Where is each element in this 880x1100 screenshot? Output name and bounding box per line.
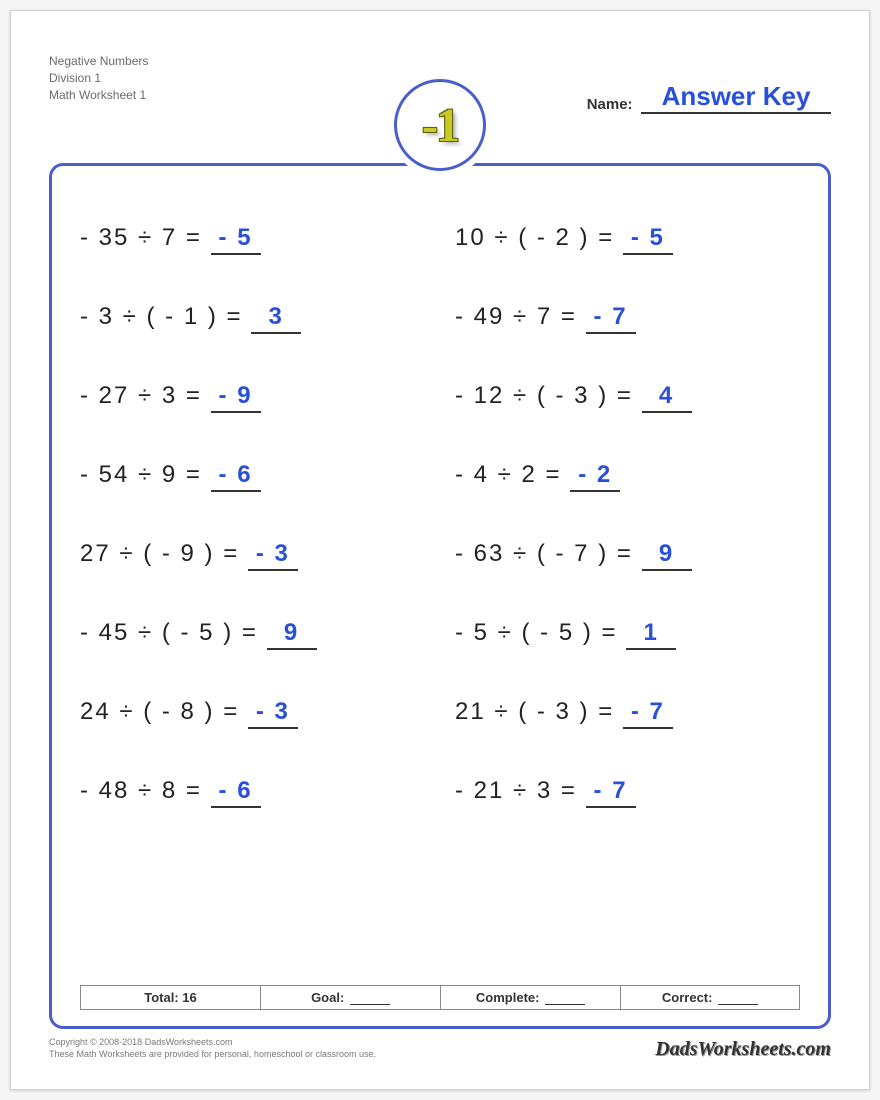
header-line3: Math Worksheet 1 [49,87,148,104]
problems-grid: - 35 ÷ 7 = - 510 ÷ ( - 2 ) = - 5- 3 ÷ ( … [80,224,800,808]
problem-expr: 21 ÷ ( - 3 ) = [455,698,623,725]
problem-answer: 9 [267,619,317,650]
problem-expr: - 35 ÷ 7 = [80,224,211,251]
complete-label: Complete: [476,990,540,1005]
problem-expr: - 3 ÷ ( - 1 ) = [80,303,251,330]
total-label: Total: [144,990,178,1005]
problem-row: - 27 ÷ 3 = - 9 [80,382,425,413]
problem-answer: - 7 [586,777,636,808]
problem-row: - 45 ÷ ( - 5 ) = 9 [80,619,425,650]
problem-row: - 5 ÷ ( - 5 ) = 1 [455,619,800,650]
problem-expr: - 63 ÷ ( - 7 ) = [455,540,642,567]
logo-ring: -1 [394,79,486,171]
problem-row: - 54 ÷ 9 = - 6 [80,461,425,492]
totals-total: Total: 16 [80,986,260,1009]
problem-row: 10 ÷ ( - 2 ) = - 5 [455,224,800,255]
problem-row: - 63 ÷ ( - 7 ) = 9 [455,540,800,571]
header-left: Negative Numbers Division 1 Math Workshe… [49,53,148,103]
problem-expr: 24 ÷ ( - 8 ) = [80,698,248,725]
problem-row: - 49 ÷ 7 = - 7 [455,303,800,334]
problem-row: 24 ÷ ( - 8 ) = - 3 [80,698,425,729]
problem-answer: - 6 [211,777,261,808]
problem-expr: - 21 ÷ 3 = [455,777,586,804]
problem-answer: - 3 [248,698,298,729]
problem-expr: - 12 ÷ ( - 3 ) = [455,382,642,409]
problem-answer: - 7 [586,303,636,334]
goal-label: Goal: [311,990,344,1005]
problem-answer: - 6 [211,461,261,492]
problems-frame: - 35 ÷ 7 = - 510 ÷ ( - 2 ) = - 5- 3 ÷ ( … [49,163,831,1029]
name-line: Answer Key [641,81,831,114]
name-value: Answer Key [662,81,811,111]
problem-answer: - 5 [623,224,673,255]
header-line1: Negative Numbers [49,53,148,70]
problem-expr: - 48 ÷ 8 = [80,777,211,804]
problem-expr: 27 ÷ ( - 9 ) = [80,540,248,567]
worksheet-page: Negative Numbers Division 1 Math Workshe… [10,10,870,1090]
problem-answer: - 9 [211,382,261,413]
problem-expr: - 54 ÷ 9 = [80,461,211,488]
problem-expr: 10 ÷ ( - 2 ) = [455,224,623,251]
problem-answer: 1 [626,619,676,650]
footer-brand: DadsWorksheets.com [655,1036,831,1062]
problem-expr: - 27 ÷ 3 = [80,382,211,409]
header-line2: Division 1 [49,70,148,87]
logo-badge: -1 [388,73,492,177]
name-field: Name: Answer Key [587,81,831,114]
totals-correct: Correct: [620,986,800,1009]
complete-blank [545,1004,585,1005]
problem-row: 21 ÷ ( - 3 ) = - 7 [455,698,800,729]
logo-text: -1 [422,98,458,153]
problem-row: - 12 ÷ ( - 3 ) = 4 [455,382,800,413]
problem-expr: - 49 ÷ 7 = [455,303,586,330]
problem-answer: 3 [251,303,301,334]
correct-label: Correct: [662,990,713,1005]
problem-answer: 9 [642,540,692,571]
totals-bar: Total: 16 Goal: Complete: Correct: [80,985,800,1010]
totals-goal: Goal: [260,986,440,1009]
total-value: 16 [182,990,196,1005]
problem-row: 27 ÷ ( - 9 ) = - 3 [80,540,425,571]
problem-answer: - 7 [623,698,673,729]
name-label: Name: [587,96,633,113]
goal-blank [350,1004,390,1005]
problem-row: - 35 ÷ 7 = - 5 [80,224,425,255]
correct-blank [718,1004,758,1005]
problem-row: - 48 ÷ 8 = - 6 [80,777,425,808]
problem-row: - 21 ÷ 3 = - 7 [455,777,800,808]
footer: Copyright © 2008-2018 DadsWorksheets.com… [49,1037,831,1060]
problem-answer: - 3 [248,540,298,571]
problem-answer: - 2 [570,461,620,492]
problem-answer: 4 [642,382,692,413]
problem-answer: - 5 [211,224,261,255]
problem-row: - 4 ÷ 2 = - 2 [455,461,800,492]
problem-expr: - 45 ÷ ( - 5 ) = [80,619,267,646]
problem-expr: - 4 ÷ 2 = [455,461,570,488]
problem-expr: - 5 ÷ ( - 5 ) = [455,619,626,646]
totals-complete: Complete: [440,986,620,1009]
problem-row: - 3 ÷ ( - 1 ) = 3 [80,303,425,334]
